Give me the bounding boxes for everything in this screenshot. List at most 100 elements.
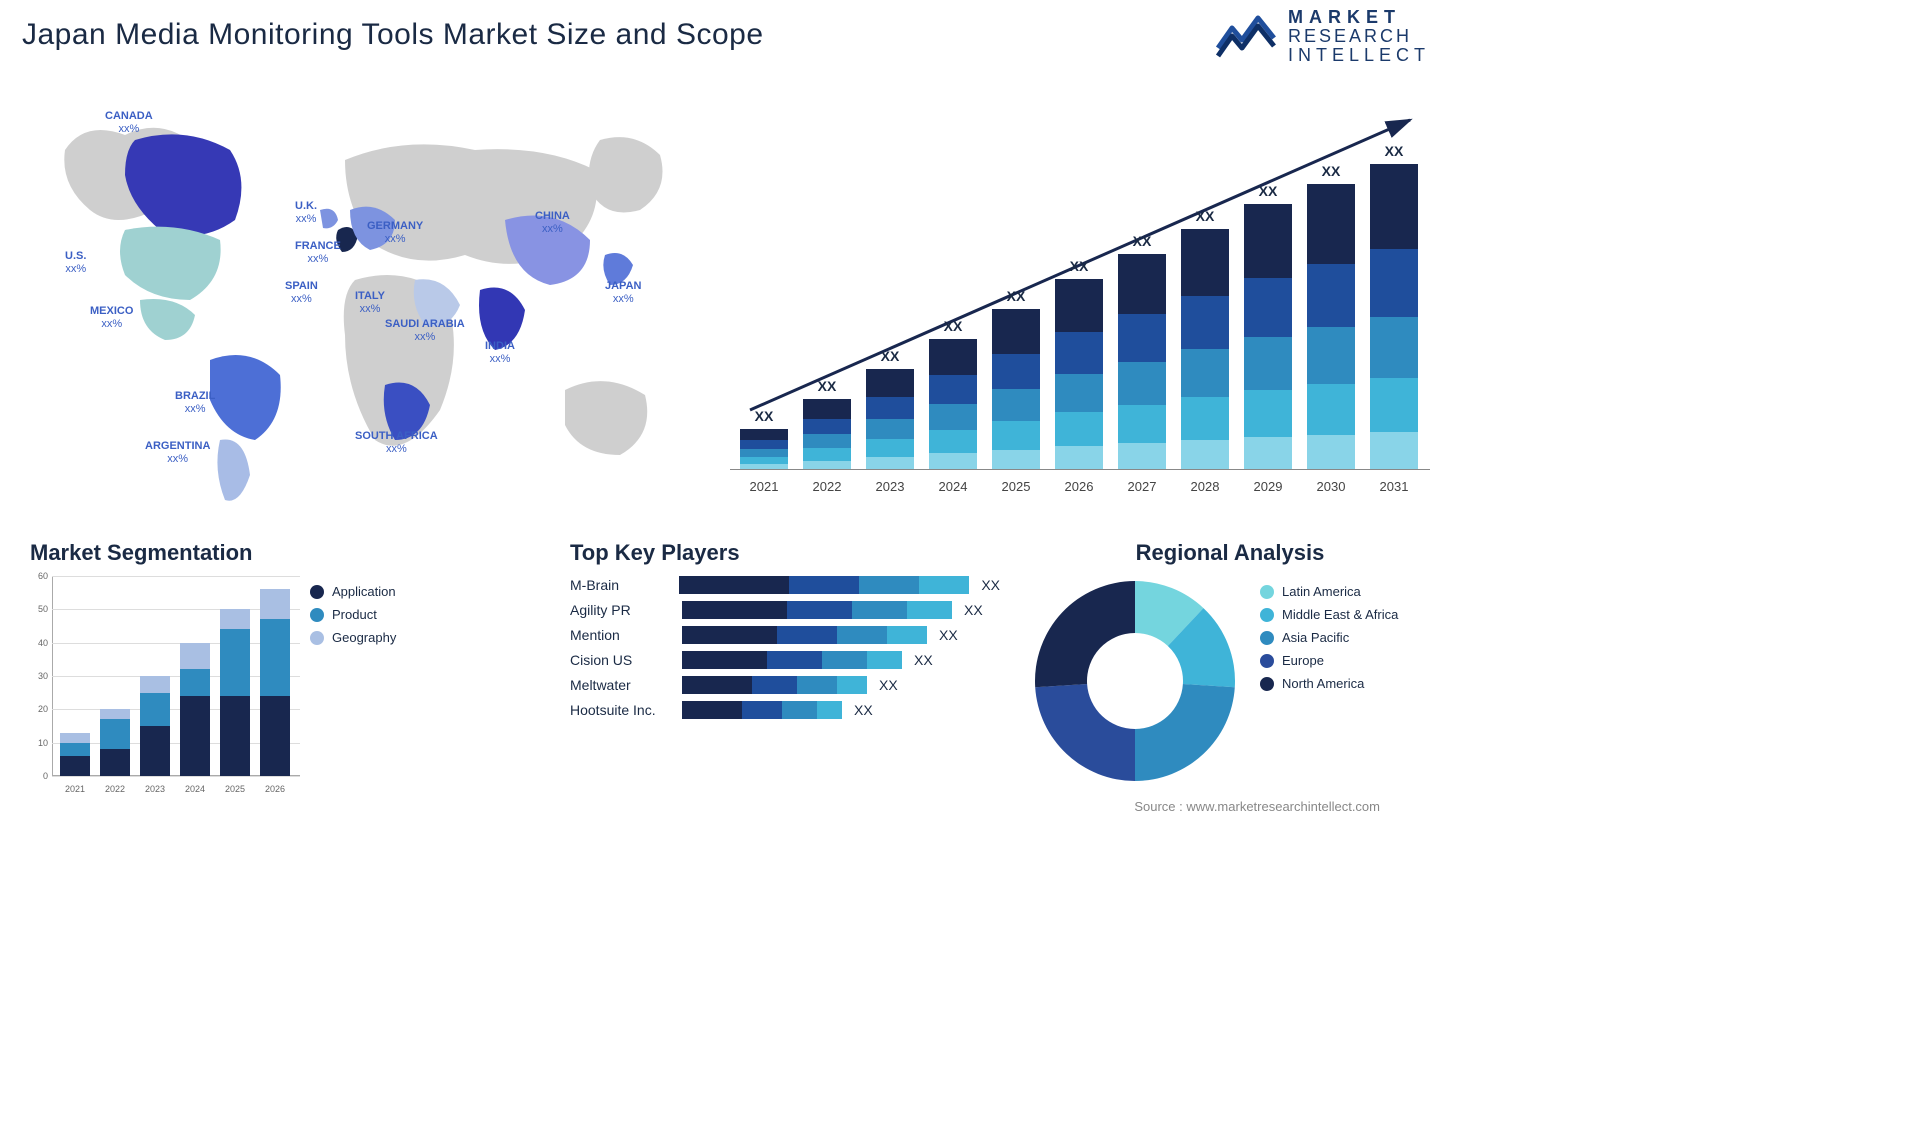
segmentation-year: 2026 [260, 784, 290, 794]
key-player-label: Mention [570, 627, 670, 643]
map-label: JAPANxx% [605, 280, 641, 306]
main-bar [1307, 184, 1355, 469]
key-player-value: XX [879, 677, 898, 693]
map-label: GERMANYxx% [367, 220, 423, 246]
key-player-value: XX [964, 602, 983, 618]
main-bar-value: XX [1370, 143, 1418, 159]
segmentation-legend-item: Geography [310, 630, 396, 645]
segmentation-bar [140, 676, 170, 776]
key-player-label: Agility PR [570, 602, 670, 618]
key-player-row: Agility PR XX [570, 601, 1000, 619]
main-bar [1055, 279, 1103, 469]
main-bar-year: 2025 [992, 479, 1040, 494]
main-bar-value: XX [740, 408, 788, 424]
main-bar-value: XX [1181, 208, 1229, 224]
regional-legend-item: Middle East & Africa [1260, 607, 1398, 622]
main-bar-value: XX [1118, 233, 1166, 249]
logo-text-2: RESEARCH [1288, 27, 1430, 46]
logo-text-3: INTELLECT [1288, 46, 1430, 65]
main-bar-year: 2028 [1181, 479, 1229, 494]
main-bar-value: XX [992, 288, 1040, 304]
main-bar-value: XX [1244, 183, 1292, 199]
key-player-value: XX [854, 702, 873, 718]
regional-legend-item: North America [1260, 676, 1398, 691]
map-label: MEXICOxx% [90, 305, 133, 331]
main-bar-year: 2024 [929, 479, 977, 494]
map-label: CHINAxx% [535, 210, 570, 236]
main-bar-year: 2029 [1244, 479, 1292, 494]
main-bar [992, 309, 1040, 469]
segmentation-legend-item: Product [310, 607, 396, 622]
main-bar [1244, 204, 1292, 469]
main-bar-year: 2022 [803, 479, 851, 494]
main-bar-year: 2031 [1370, 479, 1418, 494]
main-bar-year: 2026 [1055, 479, 1103, 494]
key-player-label: Hootsuite Inc. [570, 702, 670, 718]
key-player-value: XX [939, 627, 958, 643]
map-label: SAUDI ARABIAxx% [385, 318, 465, 344]
key-player-bar [682, 701, 842, 719]
segmentation-legend-item: Application [310, 584, 396, 599]
main-bar-value: XX [803, 378, 851, 394]
map-label: CANADAxx% [105, 110, 153, 136]
segmentation-year: 2025 [220, 784, 250, 794]
key-player-row: Hootsuite Inc. XX [570, 701, 1000, 719]
main-bar [803, 399, 851, 469]
segmentation-legend: Application Product Geography [310, 576, 396, 653]
main-bar [1181, 229, 1229, 469]
page-title: Japan Media Monitoring Tools Market Size… [22, 18, 764, 52]
regional-title: Regional Analysis [1030, 540, 1430, 566]
regional-donut-chart [1030, 576, 1240, 786]
map-label: SPAINxx% [285, 280, 318, 306]
segmentation-bar [220, 609, 250, 776]
regional-legend-item: Europe [1260, 653, 1398, 668]
main-bar-value: XX [929, 318, 977, 334]
main-bar [929, 339, 977, 469]
main-bar-value: XX [1055, 258, 1103, 274]
world-map: CANADAxx%U.S.xx%MEXICOxx%BRAZILxx%ARGENT… [45, 80, 685, 520]
regional-legend-item: Latin America [1260, 584, 1398, 599]
key-player-value: XX [981, 577, 1000, 593]
main-bar [866, 369, 914, 469]
key-player-bar [682, 651, 902, 669]
logo-icon [1216, 8, 1276, 65]
segmentation-chart: 0102030405060202120222023202420252026 [30, 576, 300, 796]
logo: MARKET RESEARCH INTELLECT [1216, 8, 1430, 65]
regional-legend-item: Asia Pacific [1260, 630, 1398, 645]
main-bar [1370, 164, 1418, 469]
key-player-bar [682, 626, 927, 644]
segmentation-bar [180, 643, 210, 776]
key-player-value: XX [914, 652, 933, 668]
map-label: U.K.xx% [295, 200, 317, 226]
main-bar-year: 2030 [1307, 479, 1355, 494]
segmentation-bar [60, 733, 90, 776]
key-player-row: Cision USXX [570, 651, 1000, 669]
segmentation-year: 2024 [180, 784, 210, 794]
key-player-bar [682, 676, 867, 694]
segmentation-year: 2023 [140, 784, 170, 794]
key-player-row: M-Brain XX [570, 576, 1000, 594]
regional-legend: Latin America Middle East & Africa Asia Pa… [1260, 576, 1398, 699]
key-players-section: Top Key Players M-BrainXXAgility PRXXMen… [570, 540, 1000, 726]
main-bar-year: 2023 [866, 479, 914, 494]
map-label: SOUTH AFRICAxx% [355, 430, 438, 456]
main-bar [740, 429, 788, 469]
main-bar-year: 2027 [1118, 479, 1166, 494]
key-player-row: Mention XX [570, 626, 1000, 644]
map-label: ITALYxx% [355, 290, 385, 316]
logo-text-1: MARKET [1288, 8, 1430, 27]
map-label: ARGENTINAxx% [145, 440, 210, 466]
segmentation-bar [260, 589, 290, 776]
segmentation-bar [100, 709, 130, 776]
key-players-title: Top Key Players [570, 540, 1000, 566]
map-label: INDIAxx% [485, 340, 515, 366]
key-player-label: M-Brain [570, 577, 667, 593]
main-bar-value: XX [1307, 163, 1355, 179]
main-bar [1118, 254, 1166, 469]
map-label: U.S.xx% [65, 250, 86, 276]
segmentation-title: Market Segmentation [30, 540, 450, 566]
map-label: FRANCExx% [295, 240, 341, 266]
main-bar-chart: 2021202220232024202520262027202820292030… [730, 100, 1430, 500]
main-bar-value: XX [866, 348, 914, 364]
segmentation-year: 2021 [60, 784, 90, 794]
